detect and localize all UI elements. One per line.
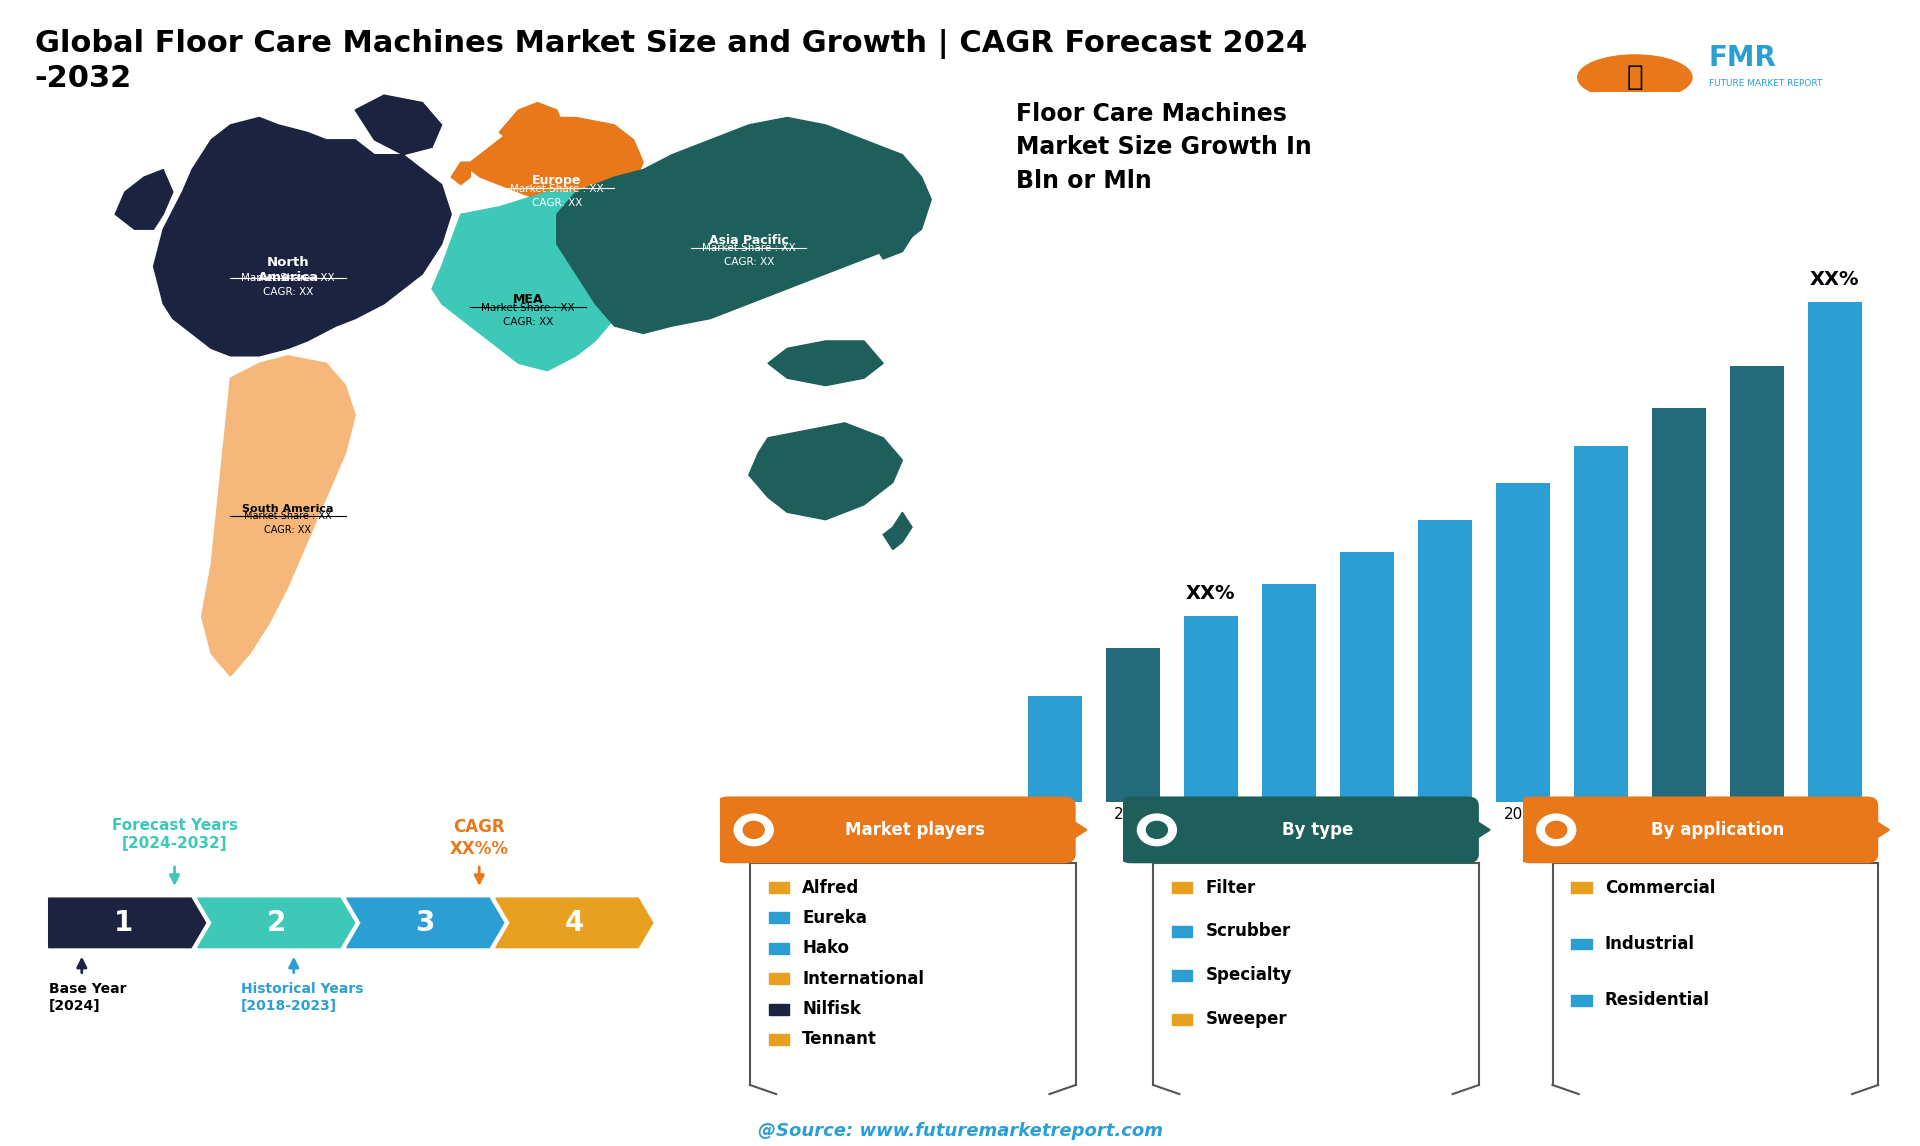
Bar (1171, 970, 1192, 981)
Text: Specialty: Specialty (1206, 966, 1292, 984)
Text: Forecast Years
[2024-2032]: Forecast Years [2024-2032] (111, 817, 238, 851)
Polygon shape (48, 898, 205, 948)
Text: North
America: North America (257, 257, 319, 284)
Bar (768, 973, 789, 984)
Bar (1496, 482, 1549, 802)
Polygon shape (557, 118, 931, 333)
Text: 2: 2 (267, 909, 286, 937)
Text: Asia Pacific: Asia Pacific (708, 234, 789, 246)
Polygon shape (874, 214, 912, 259)
Bar (1171, 1014, 1192, 1025)
Text: Nilfisk: Nilfisk (803, 1000, 862, 1018)
Text: Industrial: Industrial (1605, 935, 1695, 953)
Polygon shape (1453, 806, 1490, 854)
Text: Residential: Residential (1605, 991, 1711, 1010)
Text: Alfred: Alfred (803, 879, 860, 896)
Polygon shape (495, 898, 653, 948)
Circle shape (743, 822, 764, 839)
Text: Global Floor Care Machines Market Size and Growth | CAGR Forecast 2024
-2032: Global Floor Care Machines Market Size a… (35, 29, 1308, 94)
Circle shape (1146, 822, 1167, 839)
Bar (1807, 301, 1862, 802)
Text: Market Share : XX
CAGR: XX: Market Share : XX CAGR: XX (242, 273, 334, 297)
Text: Scrubber: Scrubber (1206, 923, 1290, 941)
Polygon shape (883, 512, 912, 550)
Bar (1183, 615, 1238, 802)
Polygon shape (154, 118, 451, 356)
Bar (1571, 882, 1592, 893)
Text: FUTURE MARKET REPORT: FUTURE MARKET REPORT (1709, 79, 1822, 88)
Bar (1417, 520, 1473, 802)
Bar (1027, 696, 1083, 802)
Bar (1340, 552, 1394, 802)
Bar (1171, 926, 1192, 937)
Bar (1106, 647, 1160, 802)
Polygon shape (198, 898, 355, 948)
Text: South America: South America (242, 503, 334, 513)
Bar (1171, 882, 1192, 893)
Text: Base Year
[2024]: Base Year [2024] (48, 982, 127, 1013)
Text: Market players: Market players (845, 821, 985, 839)
Text: 3: 3 (415, 909, 436, 937)
Text: Market Share : XX
CAGR: XX: Market Share : XX CAGR: XX (482, 303, 574, 327)
Text: Market Share : XX
CAGR: XX: Market Share : XX CAGR: XX (511, 183, 603, 207)
Text: By application: By application (1651, 821, 1784, 839)
FancyBboxPatch shape (716, 796, 1075, 863)
Text: @Source: www.futuremarketreport.com: @Source: www.futuremarketreport.com (758, 1122, 1162, 1140)
Text: Europe: Europe (532, 174, 582, 187)
Polygon shape (461, 118, 643, 214)
Text: 🏃: 🏃 (1626, 63, 1644, 92)
Polygon shape (432, 191, 672, 371)
Circle shape (1137, 814, 1177, 846)
Bar (1261, 584, 1315, 802)
Bar (768, 943, 789, 953)
Polygon shape (499, 103, 566, 155)
Text: Floor Care Machines
Market Size Growth In
Bln or Mln: Floor Care Machines Market Size Growth I… (1016, 102, 1311, 193)
Text: CAGR
XX%%: CAGR XX%% (449, 817, 509, 858)
Circle shape (1578, 55, 1692, 100)
Text: Historical Years
[2018-2023]: Historical Years [2018-2023] (240, 982, 363, 1013)
Bar (768, 912, 789, 924)
Text: FMR: FMR (1709, 44, 1776, 71)
Circle shape (1536, 814, 1576, 846)
Circle shape (733, 814, 774, 846)
Text: XX%: XX% (1811, 270, 1860, 289)
Bar (1651, 408, 1707, 802)
Polygon shape (348, 898, 503, 948)
Polygon shape (749, 423, 902, 520)
Text: Market Share : XX
CAGR: XX: Market Share : XX CAGR: XX (703, 243, 795, 267)
Bar (1574, 446, 1628, 802)
Polygon shape (355, 95, 442, 155)
Bar (1571, 995, 1592, 1006)
Bar (1730, 366, 1784, 802)
Text: 1: 1 (113, 909, 132, 937)
Text: Market Share : XX
CAGR: XX: Market Share : XX CAGR: XX (244, 511, 332, 535)
Bar (1571, 939, 1592, 949)
Text: Hako: Hako (803, 940, 849, 957)
Text: Tennant: Tennant (803, 1030, 877, 1049)
Polygon shape (1050, 806, 1087, 854)
Text: 4: 4 (564, 909, 584, 937)
FancyBboxPatch shape (1119, 796, 1478, 863)
Text: MEA: MEA (513, 293, 543, 306)
Circle shape (1546, 822, 1567, 839)
Polygon shape (768, 342, 883, 385)
Text: XX%: XX% (1187, 584, 1236, 603)
Polygon shape (202, 356, 355, 676)
Text: International: International (803, 970, 924, 988)
Bar (768, 1004, 789, 1014)
Text: Sweeper: Sweeper (1206, 1010, 1286, 1028)
Text: Filter: Filter (1206, 879, 1256, 896)
Bar (768, 1034, 789, 1045)
Polygon shape (451, 163, 470, 185)
Polygon shape (115, 170, 173, 229)
FancyBboxPatch shape (1519, 796, 1878, 863)
Text: Eureka: Eureka (803, 909, 868, 927)
Text: Commercial: Commercial (1605, 879, 1715, 896)
Bar (768, 882, 789, 893)
Polygon shape (1853, 806, 1889, 854)
Text: By type: By type (1283, 821, 1354, 839)
